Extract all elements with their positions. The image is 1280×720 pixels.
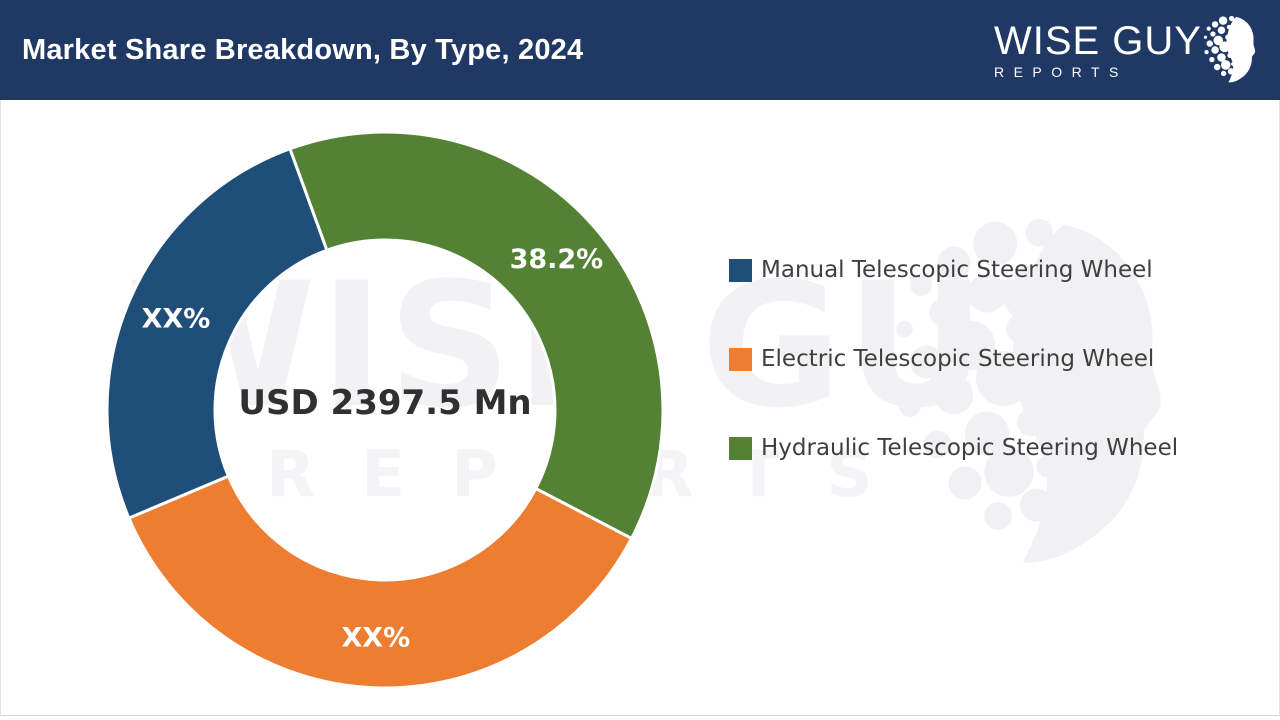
header-bar: Market Share Breakdown, By Type, 2024 WI… xyxy=(0,0,1280,100)
donut-slice xyxy=(288,130,665,540)
brand-logo-text: WISE GUY REPORTS xyxy=(994,21,1202,79)
donut-slice xyxy=(127,474,634,690)
donut-center-value: USD 2397.5 Mn xyxy=(238,383,532,423)
legend-item-hydraulic: Hydraulic Telescopic Steering Wheel xyxy=(729,435,1178,461)
chart-area: WISE GUY REPORTS 38.2%XX%XX% USD 2397.5 … xyxy=(0,100,1280,716)
page-title: Market Share Breakdown, By Type, 2024 xyxy=(22,33,584,66)
slice-label: 38.2% xyxy=(510,244,604,275)
watermark-head-profile-icon xyxy=(896,219,1161,563)
legend-item-electric: Electric Telescopic Steering Wheel xyxy=(729,346,1178,372)
brand-name: WISE GUY xyxy=(993,19,1202,63)
donut-chart: 38.2% XX% XX% xyxy=(105,130,665,690)
slice-label: XX% xyxy=(142,303,211,334)
chart-legend: Manual Telescopic Steering Wheel Electri… xyxy=(729,257,1178,461)
legend-label: Electric Telescopic Steering Wheel xyxy=(761,346,1155,372)
legend-item-manual: Manual Telescopic Steering Wheel xyxy=(729,257,1178,283)
legend-swatch-green xyxy=(729,436,752,460)
brand-logo: WISE GUY REPORTS xyxy=(994,9,1262,91)
legend-label: Hydraulic Telescopic Steering Wheel xyxy=(761,435,1179,461)
brand-subtitle: REPORTS xyxy=(993,64,1128,80)
head-profile-icon xyxy=(1203,15,1256,83)
legend-swatch-blue xyxy=(729,258,752,282)
legend-swatch-orange xyxy=(729,347,752,371)
slice-label: XX% xyxy=(341,622,410,653)
donut-slice xyxy=(105,147,329,520)
legend-label: Manual Telescopic Steering Wheel xyxy=(761,257,1153,283)
